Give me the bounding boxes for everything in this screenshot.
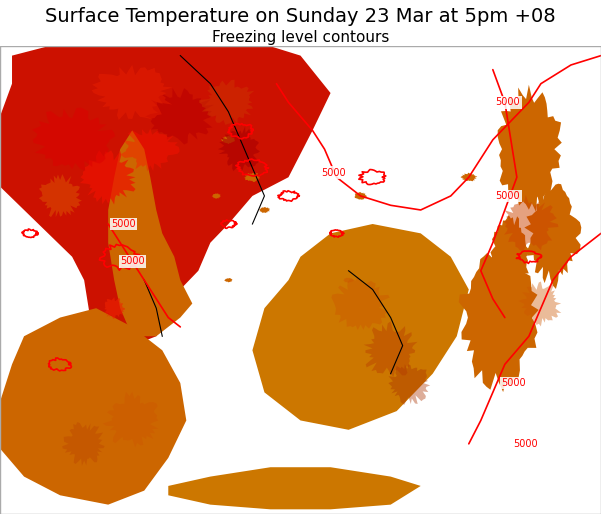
Polygon shape [0,308,186,505]
Polygon shape [145,88,214,144]
Polygon shape [244,173,260,182]
Text: 5000: 5000 [120,256,144,266]
Polygon shape [221,136,235,144]
Polygon shape [38,406,59,417]
Polygon shape [0,46,331,345]
Polygon shape [331,277,390,330]
Polygon shape [364,321,418,377]
Polygon shape [108,131,192,336]
Text: 5000: 5000 [496,191,520,201]
Polygon shape [92,65,172,120]
Polygon shape [459,245,538,392]
Polygon shape [32,107,115,171]
Polygon shape [218,126,260,171]
Text: 5000: 5000 [496,97,520,107]
Polygon shape [388,364,430,405]
Polygon shape [460,173,477,181]
Polygon shape [212,193,221,198]
Polygon shape [498,85,562,212]
Polygon shape [504,195,558,252]
Text: 5000: 5000 [111,219,135,229]
Text: Surface Temperature on Sunday 23 Mar at 5pm +08: Surface Temperature on Sunday 23 Mar at … [45,7,556,26]
Polygon shape [252,224,469,430]
Polygon shape [355,192,367,200]
Polygon shape [105,297,125,319]
Polygon shape [103,392,159,447]
Polygon shape [168,467,421,509]
Polygon shape [519,282,561,326]
Polygon shape [343,278,354,283]
Text: Freezing level contours: Freezing level contours [212,29,389,45]
Text: 5000: 5000 [502,378,526,388]
Polygon shape [80,150,136,205]
Polygon shape [66,379,79,387]
Polygon shape [224,278,233,282]
Polygon shape [63,422,105,466]
Text: 5000: 5000 [514,439,538,449]
Polygon shape [121,128,180,172]
Polygon shape [490,215,529,298]
Polygon shape [199,80,254,125]
Polygon shape [39,174,82,217]
Text: 5000: 5000 [322,168,346,177]
Polygon shape [525,179,581,289]
Polygon shape [259,207,270,213]
